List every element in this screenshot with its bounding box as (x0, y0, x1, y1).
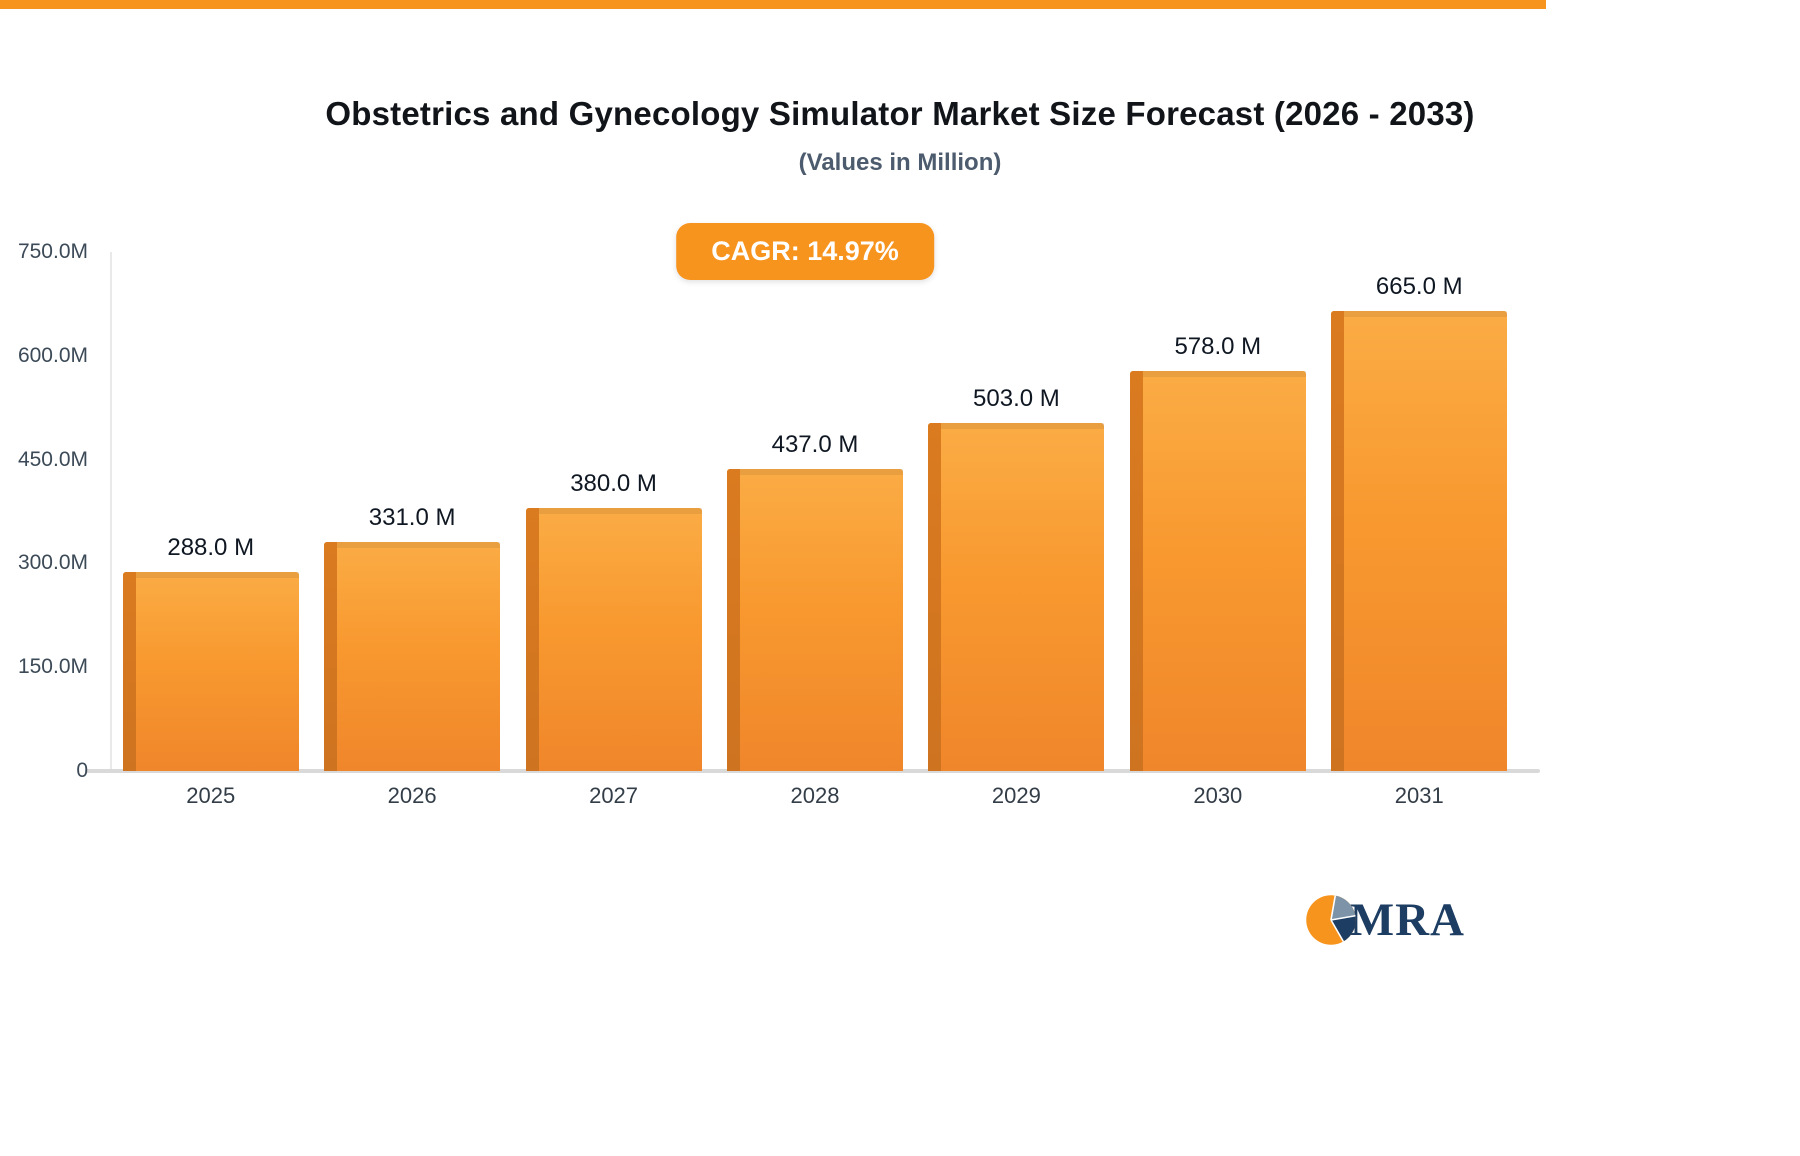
cagr-badge: CAGR: 14.97% (676, 223, 934, 280)
brand-text: MRA (1349, 894, 1465, 946)
chart-subtitle: (Values in Million) (798, 149, 1002, 176)
bar-value-label: 665.0 M (1375, 273, 1463, 300)
top-accent-bar (0, 0, 1546, 9)
bar-slot-2031: 665.0 M (1319, 252, 1520, 771)
bar-2031 (1331, 311, 1508, 771)
bar-2026 (324, 542, 501, 771)
bar-value-label: 437.0 M (771, 431, 859, 458)
bar-slot-2027: 380.0 M (513, 252, 714, 771)
y-tick-label: 300.0M (17, 551, 88, 575)
bar-slot-2029: 503.0 M (916, 252, 1117, 771)
x-tick-label-2030: 2030 (1193, 783, 1243, 808)
plot-area: 288.0 M 331.0 M 380.0 M 437.0 M 503.0 M 578.0… (18, 240, 1540, 782)
bar-value-label: 331.0 M (368, 504, 456, 531)
brand-logo: MRA (1304, 893, 1465, 947)
chart-title: Obstetrics and Gynecology Simulator Mark… (325, 95, 1475, 132)
x-tick-label-2028: 2028 (790, 783, 840, 808)
bar-slot-2028: 437.0 M (714, 252, 915, 771)
bar-value-label: 380.0 M (570, 470, 657, 497)
y-axis-line (110, 252, 112, 771)
bars-container: 288.0 M 331.0 M 380.0 M 437.0 M 503.0 M 578.0… (110, 252, 1520, 771)
bar-value-label: 288.0 M (167, 534, 255, 561)
x-axis-labels: 2025 2026 2027 2028 2029 2030 2031 (110, 783, 1520, 809)
x-tick-label-2027: 2027 (589, 783, 639, 808)
bar-value-label: 503.0 M (973, 385, 1060, 412)
bar-2029 (928, 423, 1105, 771)
y-tick-label: 0 (76, 759, 88, 782)
y-tick-label: 450.0M (17, 447, 88, 471)
x-tick-label-2031: 2031 (1394, 783, 1444, 808)
bar-2027 (525, 508, 702, 771)
bar-2028 (726, 469, 903, 771)
bar-2025 (122, 572, 299, 771)
x-tick-label-2026: 2026 (387, 783, 437, 808)
y-tick-label: 150.0M (17, 655, 88, 679)
bar-2030 (1129, 371, 1306, 771)
y-tick-label: 600.0M (17, 343, 88, 367)
x-tick-label-2025: 2025 (186, 783, 236, 808)
bar-value-label: 578.0 M (1174, 333, 1262, 360)
bar-slot-2025: 288.0 M (110, 252, 311, 771)
x-axis-baseline (85, 769, 1540, 773)
brand-pie-icon (1306, 895, 1356, 945)
x-tick-label-2029: 2029 (991, 783, 1041, 808)
y-tick-label: 750.0M (17, 240, 88, 263)
bar-slot-2030: 578.0 M (1117, 252, 1318, 771)
bar-slot-2026: 331.0 M (311, 252, 512, 771)
